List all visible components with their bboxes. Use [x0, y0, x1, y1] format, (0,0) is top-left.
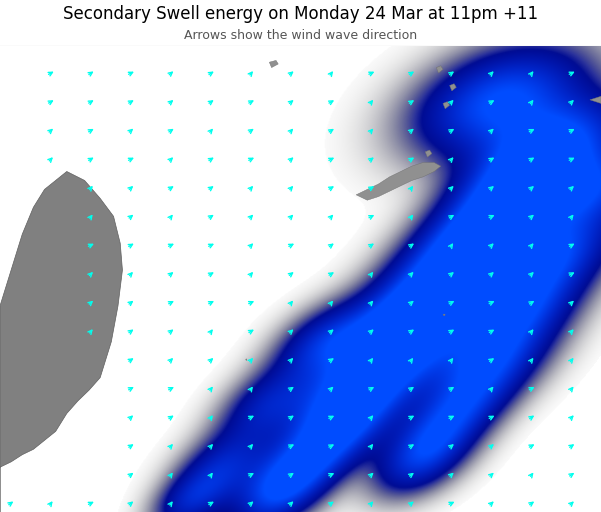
Polygon shape — [590, 96, 601, 103]
Text: Secondary Swell energy on Monday 24 Mar at 11pm +11: Secondary Swell energy on Monday 24 Mar … — [63, 5, 538, 23]
Polygon shape — [443, 101, 450, 109]
Polygon shape — [0, 172, 123, 512]
Polygon shape — [443, 314, 445, 316]
Polygon shape — [356, 162, 441, 200]
Polygon shape — [436, 66, 443, 73]
Polygon shape — [246, 359, 247, 360]
Polygon shape — [450, 83, 456, 91]
Polygon shape — [425, 150, 432, 157]
Text: Arrows show the wind wave direction: Arrows show the wind wave direction — [184, 30, 417, 42]
Polygon shape — [269, 60, 278, 68]
